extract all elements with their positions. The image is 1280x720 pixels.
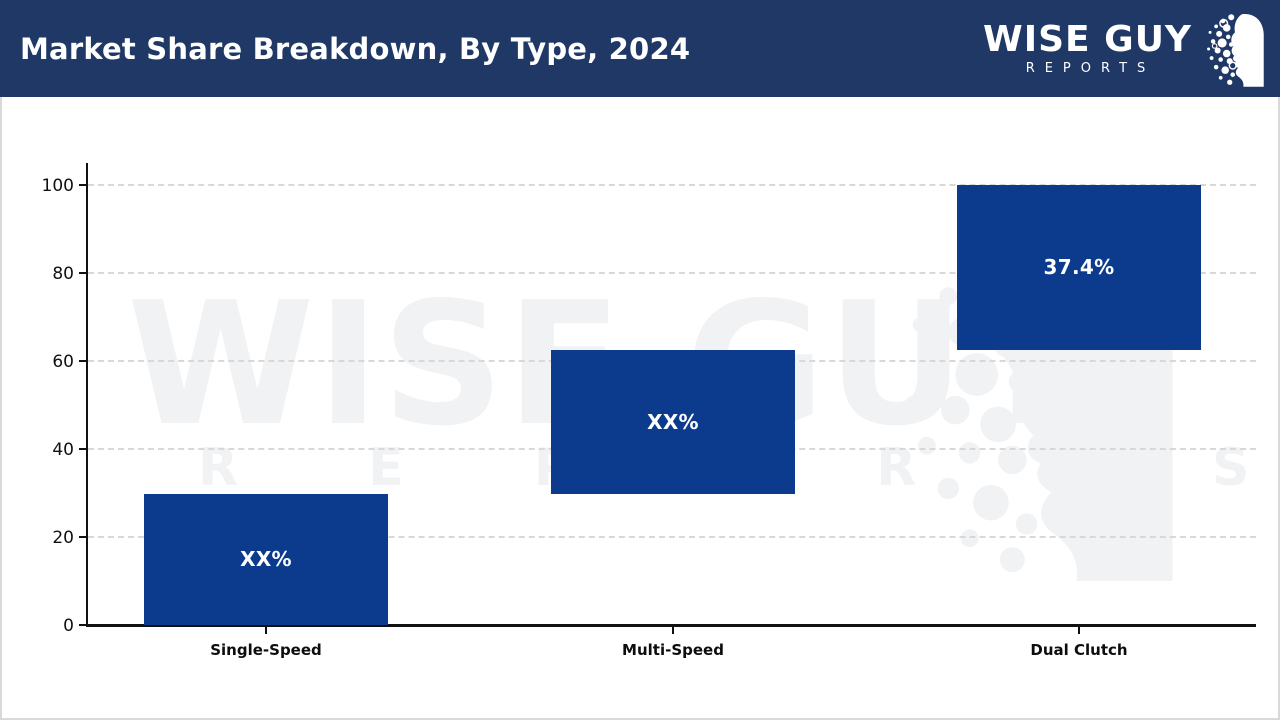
y-tick-label-20: 20 xyxy=(52,528,74,548)
gridline-100 xyxy=(88,184,1256,186)
bar-single-speed: XX% xyxy=(144,493,388,625)
y-tick-60 xyxy=(79,360,86,362)
x-tick-1 xyxy=(672,627,674,634)
bar-dual-clutch: 37.4% xyxy=(957,185,1201,350)
x-tick-label-0: Single-Speed xyxy=(210,641,322,659)
gridline-20 xyxy=(88,536,1256,538)
bar-value-label: XX% xyxy=(647,409,699,434)
y-tick-label-80: 80 xyxy=(52,264,74,284)
wiseguy-face-logo-icon xyxy=(1207,13,1264,87)
y-tick-label-100: 100 xyxy=(41,176,74,196)
wiseguy-logo: WISE GUY REPORTS xyxy=(983,0,1280,97)
page-title: Market Share Breakdown, By Type, 2024 xyxy=(20,31,691,66)
bar-multi-speed: XX% xyxy=(551,349,795,494)
y-tick-20 xyxy=(79,536,86,538)
gridline-80 xyxy=(88,272,1256,274)
x-tick-0 xyxy=(265,627,267,634)
y-tick-label-60: 60 xyxy=(52,352,74,372)
y-tick-0 xyxy=(79,624,86,626)
y-tick-40 xyxy=(79,448,86,450)
y-tick-label-40: 40 xyxy=(52,440,74,460)
bar-value-label: 37.4% xyxy=(1043,255,1115,280)
y-tick-label-0: 0 xyxy=(63,616,74,636)
logo-subtitle: REPORTS xyxy=(1025,61,1156,76)
chart-area: WISE GUY R E P O R T S 020406080100XX%Si… xyxy=(0,97,1280,720)
header: Market Share Breakdown, By Type, 2024 WI… xyxy=(0,0,1280,97)
logo-wordmark: WISE GUY xyxy=(982,19,1192,60)
y-axis-line xyxy=(86,163,88,627)
y-tick-80 xyxy=(79,272,86,274)
bar-value-label: XX% xyxy=(240,547,292,572)
x-tick-label-2: Dual Clutch xyxy=(1030,641,1128,659)
logo-text: WISE GUY REPORTS xyxy=(982,19,1192,76)
x-tick-label-1: Multi-Speed xyxy=(622,641,724,659)
x-axis-line xyxy=(86,624,1256,627)
y-tick-100 xyxy=(79,184,86,186)
x-tick-2 xyxy=(1078,627,1080,634)
